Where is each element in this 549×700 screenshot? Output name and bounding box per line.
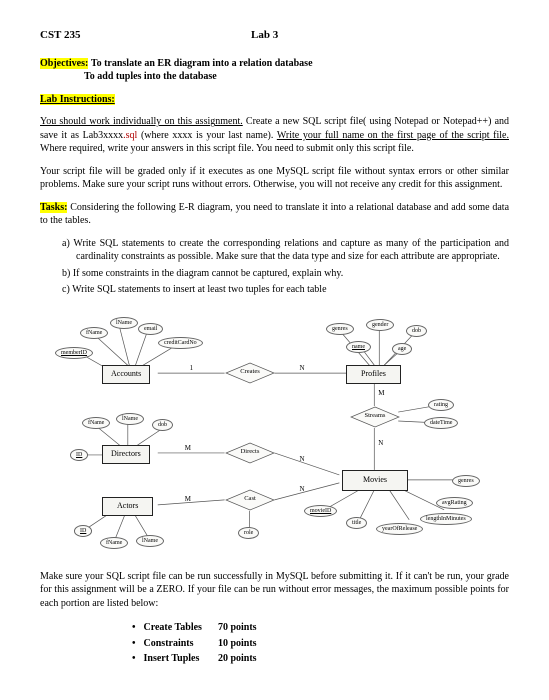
page: CST 235 Lab 3 Objectives: To translate a…: [0, 0, 549, 688]
points-row: Insert Tuples 20 points: [132, 652, 271, 666]
tasks-label: Tasks:: [40, 202, 67, 213]
attr-lname: lName: [110, 317, 138, 329]
rel-streams: Streams: [350, 406, 400, 428]
svg-text:N: N: [299, 455, 304, 463]
attr-fname: fName: [80, 327, 108, 339]
attr-datetime: dateTime: [424, 417, 458, 429]
points-value: 10 points: [218, 637, 271, 651]
attr-genres: genres: [326, 323, 354, 335]
attr-a-id: ID: [74, 525, 92, 537]
instructions-p2: Your script file will be graded only if …: [40, 165, 509, 192]
attr-d-lname: lName: [116, 413, 144, 425]
points-row: Create Tables 70 points: [132, 621, 271, 635]
instructions-p1: You should work individually on this ass…: [40, 115, 509, 156]
attr-title: title: [346, 517, 367, 529]
objectives-label: Objectives:: [40, 58, 88, 69]
svg-text:N: N: [299, 485, 304, 493]
points-row: Constraints 10 points: [132, 637, 271, 651]
attr-gender: gender: [366, 319, 394, 331]
attr-age: age: [392, 343, 412, 355]
attr-memberid: memberID: [55, 347, 93, 359]
points-label: Constraints: [132, 637, 216, 651]
tasks-intro: Considering the following E-R diagram, y…: [40, 202, 509, 227]
attr-ccno: creditCardNo: [158, 337, 203, 349]
points-value: 70 points: [218, 621, 271, 635]
attr-length: lengthInMinutes: [420, 513, 472, 525]
entity-profiles: Profiles: [346, 365, 401, 384]
lab-number: Lab 3: [251, 28, 509, 43]
rel-directs: Directs: [225, 442, 275, 464]
header: CST 235 Lab 3: [40, 28, 509, 43]
instructions-heading-row: Lab Instructions:: [40, 93, 509, 107]
attr-d-fname: fName: [82, 417, 110, 429]
attr-name: name: [346, 341, 371, 353]
attr-email: email: [138, 323, 163, 335]
instr-p1f: Where required, write your answers in th…: [40, 143, 414, 154]
instr-p1e: Write your full name on the first page o…: [277, 130, 509, 141]
rel-cast: Cast: [225, 489, 275, 511]
svg-text:1: 1: [190, 364, 194, 372]
attr-movieid: movieID: [304, 505, 337, 517]
instr-p1c: .sql: [123, 130, 137, 141]
attr-d-id: ID: [70, 449, 88, 461]
entity-actors: Actors: [102, 497, 153, 516]
task-c: Write SQL statements to insert at least …: [40, 283, 509, 297]
course-code: CST 235: [40, 28, 251, 43]
points-table: Create Tables 70 points Constraints 10 p…: [130, 619, 273, 668]
objective-line2: To add tuples into the database: [84, 70, 217, 84]
objectives-block: Objectives: To translate an ER diagram i…: [40, 57, 509, 84]
task-b: If some constraints in the diagram canno…: [40, 267, 509, 281]
entity-accounts: Accounts: [102, 365, 150, 384]
attr-avgrating: avgRating: [436, 497, 473, 509]
attr-year: yearOfRelease: [376, 523, 423, 535]
entity-movies: Movies: [342, 470, 408, 491]
instr-p1d: (where xxxx is your last name).: [137, 130, 277, 141]
svg-text:N: N: [299, 364, 304, 372]
attr-rating: rating: [428, 399, 454, 411]
svg-text:N: N: [378, 439, 383, 447]
tasks-list: Write SQL statements to create the corre…: [40, 237, 509, 297]
points-label: Insert Tuples: [132, 652, 216, 666]
attr-a-fname: fName: [100, 537, 128, 549]
footer-p1: Make sure your SQL script file can be ru…: [40, 570, 509, 611]
points-value: 20 points: [218, 652, 271, 666]
svg-text:M: M: [378, 389, 384, 397]
tasks-intro-row: Tasks: Considering the following E-R dia…: [40, 201, 509, 228]
attr-role: role: [238, 527, 259, 539]
task-a: Write SQL statements to create the corre…: [40, 237, 509, 264]
attr-mgenres: genres: [452, 475, 480, 487]
instructions-heading: Lab Instructions:: [40, 94, 115, 105]
er-diagram: 1 N M N M N M N Accounts Profiles Direct…: [40, 305, 509, 560]
attr-d-dob: dob: [152, 419, 173, 431]
attr-a-lname: lName: [136, 535, 164, 547]
objective-line1: To translate an ER diagram into a relati…: [91, 58, 313, 69]
attr-dob: dob: [406, 325, 427, 337]
instr-p1a: You should work individually on this ass…: [40, 116, 243, 127]
points-label: Create Tables: [132, 621, 216, 635]
rel-creates: Creates: [225, 362, 275, 384]
svg-text:M: M: [185, 444, 191, 452]
svg-text:M: M: [185, 495, 191, 503]
entity-directors: Directors: [102, 445, 150, 464]
